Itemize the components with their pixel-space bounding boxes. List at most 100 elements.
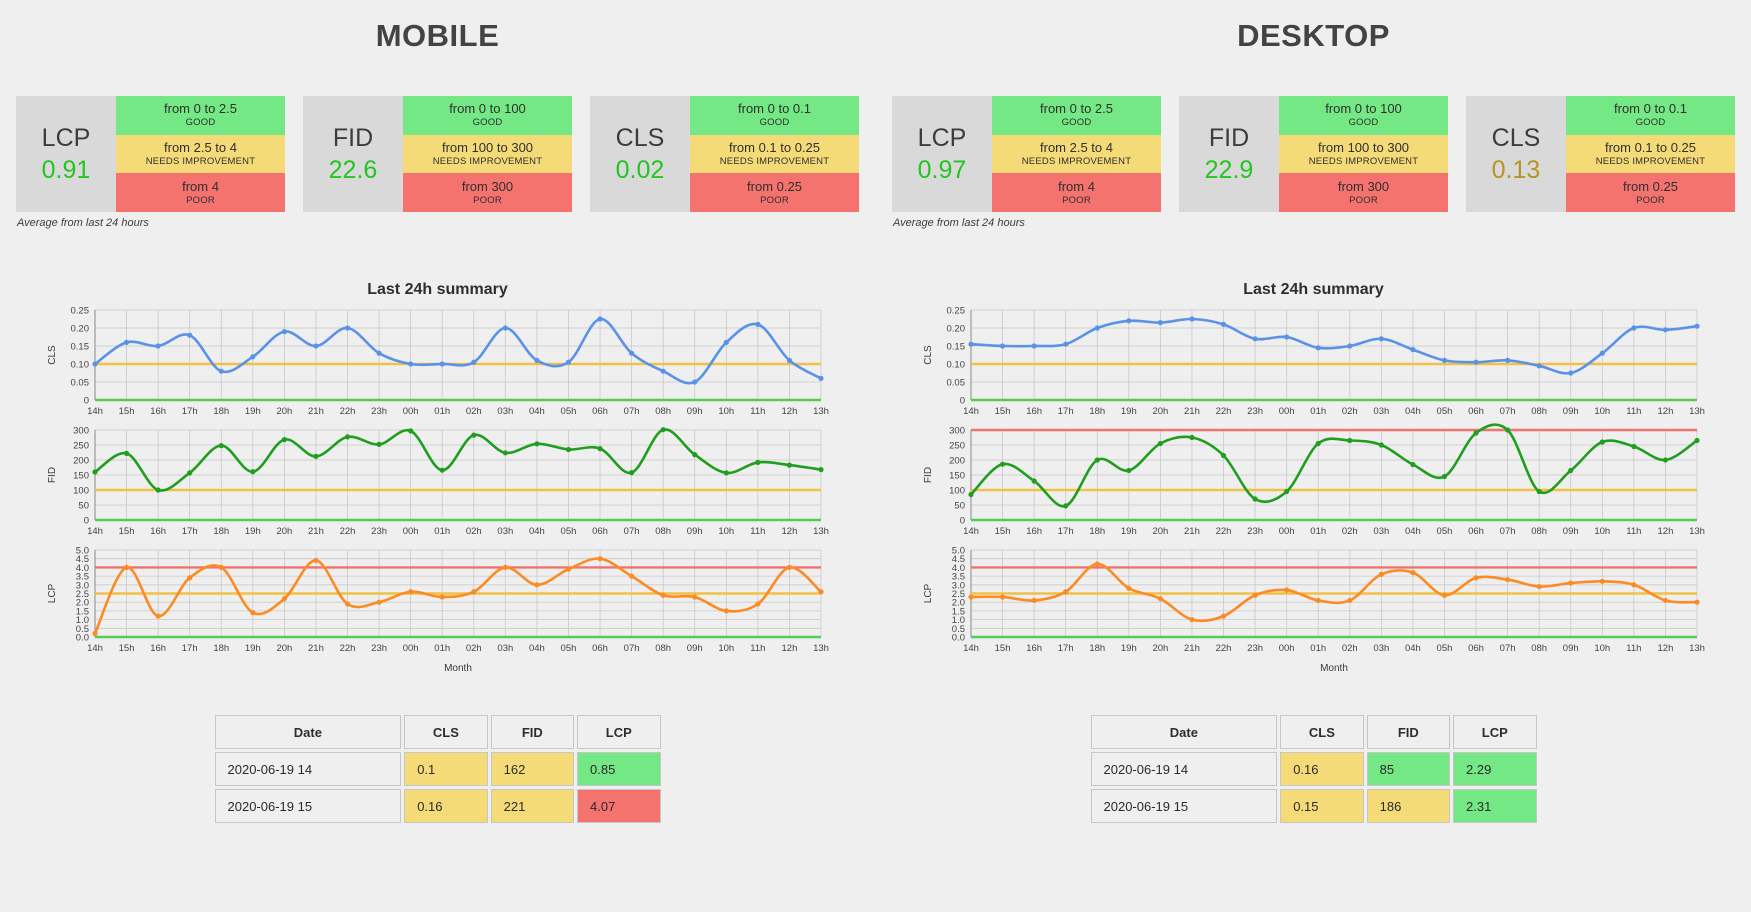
svg-text:04h: 04h [528,643,544,654]
threshold-band-ni: from 2.5 to 4 NEEDS IMPROVEMENT [116,134,285,174]
threshold-band-ni: from 0.1 to 0.25 NEEDS IMPROVEMENT [1566,134,1735,174]
table-header-cls[interactable]: CLS [404,715,488,749]
svg-text:4.5: 4.5 [75,554,88,565]
chart-block-mobile: Last 24h summary 0 0.05 0.10 0.15 0.20 0.25 CLS… [0,278,875,698]
svg-text:09h: 09h [686,406,702,417]
svg-text:16h: 16h [1026,406,1042,417]
threshold-label: NEEDS IMPROVEMENT [1308,156,1419,167]
svg-text:23h: 23h [371,643,387,654]
threshold-band-ni: from 100 to 300 NEEDS IMPROVEMENT [1279,134,1448,174]
metric-thresholds: from 0 to 100 GOOD from 100 to 300 NEEDS IM… [403,96,572,213]
svg-text:13h: 13h [1689,526,1705,537]
svg-text:150: 150 [949,471,965,482]
svg-text:23h: 23h [371,526,387,537]
metric-value: 0.02 [615,156,665,184]
table-header-row: Date CLS FID LCP [1090,715,1537,749]
metric-thresholds: from 0 to 0.1 GOOD from 0.1 to 0.25 NEEDS I… [1566,96,1735,213]
svg-text:10h: 10h [718,406,734,417]
svg-text:1.0: 1.0 [75,615,88,626]
metric-card-cls[interactable]: CLS 0.13 from 0 to 0.1 GOOD from 0.1 to 0.25… [1466,96,1735,213]
svg-text:06h: 06h [592,643,608,654]
svg-text:21h: 21h [1184,526,1200,537]
svg-text:Month: Month [1320,663,1348,674]
svg-text:Month: Month [444,663,472,674]
metric-card-cls[interactable]: CLS 0.02 from 0 to 0.1 GOOD from 0.1 to 0.25… [590,96,859,213]
metric-card-lcp[interactable]: LCP 0.91 from 0 to 2.5 GOOD from 2.5 to 4 NEE… [16,96,285,213]
svg-text:10h: 10h [1594,643,1610,654]
cell-lcp: 2.29 [1453,752,1537,786]
threshold-band-good: from 0 to 0.1 GOOD [690,96,859,135]
threshold-label: GOOD [185,117,216,129]
svg-text:04h: 04h [528,406,544,417]
threshold-label: NEEDS IMPROVEMENT [1595,156,1706,167]
chart-block-desktop: Last 24h summary 0 0.05 0.10 0.15 0.20 0.25 CLS… [876,278,1751,698]
svg-text:22h: 22h [1215,643,1231,654]
svg-text:10h: 10h [718,643,734,654]
table-header-fid[interactable]: FID [1366,715,1451,749]
svg-text:5.0: 5.0 [75,546,88,557]
svg-text:06h: 06h [1468,526,1484,537]
svg-text:21h: 21h [308,643,324,654]
svg-text:21h: 21h [1184,406,1200,417]
metric-name: LCP [41,124,91,152]
threshold-label: GOOD [472,117,503,129]
threshold-range: from 0 to 100 [449,101,526,117]
svg-text:0.10: 0.10 [70,360,89,371]
svg-text:300: 300 [949,426,965,437]
threshold-range: from 0.1 to 0.25 [728,140,821,155]
threshold-range: from 100 to 300 [1317,140,1410,155]
threshold-range: from 0 to 2.5 [164,101,237,117]
chart-title: Last 24h summary [1243,281,1384,298]
svg-text:23h: 23h [1247,406,1263,417]
svg-text:02h: 02h [1341,643,1357,654]
table-row[interactable]: 2020-06-19 15 0.15 186 2.31 [1090,789,1537,823]
svg-text:50: 50 [78,501,89,512]
svg-text:13h: 13h [813,643,829,654]
metric-card-fid[interactable]: FID 22.6 from 0 to 100 GOOD from 100 to 300 N… [303,96,572,213]
svg-text:0: 0 [959,516,964,527]
svg-text:19h: 19h [244,526,260,537]
svg-text:00h: 00h [402,406,418,417]
panel-title-mobile: MOBILE [375,18,500,53]
threshold-label: GOOD [1635,117,1666,129]
svg-text:05h: 05h [1436,406,1452,417]
chart-desktop-lcp: 0.00.51.01.52.02.53.03.54.04.55.0 LCP 14h 1… [923,546,1705,675]
svg-text:100: 100 [949,486,965,497]
svg-text:21h: 21h [308,526,324,537]
table-header-lcp[interactable]: LCP [1453,715,1537,749]
cell-lcp: 2.31 [1453,789,1537,823]
metric-card-summary: LCP 0.97 [892,96,992,212]
svg-text:5.0: 5.0 [951,546,964,557]
metric-name: FID [1208,124,1250,152]
svg-text:23h: 23h [371,406,387,417]
metric-card-lcp[interactable]: LCP 0.97 from 0 to 2.5 GOOD from 2.5 to 4 NEE… [892,96,1161,213]
table-header-fid[interactable]: FID [490,715,575,749]
cell-date: 2020-06-19 14 [214,752,402,786]
table-row[interactable]: 2020-06-19 14 0.1 162 0.85 [214,752,661,786]
metric-name: LCP [917,124,967,152]
svg-text:03h: 03h [1373,406,1389,417]
metrics-table: Date CLS FID LCP 2020-06-19 14 0.16 85 2.29 2020… [1088,712,1540,826]
svg-text:05h: 05h [560,406,576,417]
svg-text:0.0: 0.0 [951,633,964,644]
svg-text:11h: 11h [750,526,765,537]
svg-text:23h: 23h [1247,643,1263,654]
table-header-cls[interactable]: CLS [1280,715,1364,749]
svg-text:02h: 02h [1341,406,1357,417]
threshold-label: NEEDS IMPROVEMENT [1021,156,1132,167]
table-header-lcp[interactable]: LCP [577,715,661,749]
threshold-range: from 2.5 to 4 [1040,140,1113,155]
svg-text:300: 300 [73,426,89,437]
table-row[interactable]: 2020-06-19 15 0.16 221 4.07 [214,789,661,823]
metric-card-fid[interactable]: FID 22.9 from 0 to 100 GOOD from 100 to 300 N… [1179,96,1448,213]
svg-text:0: 0 [83,516,88,527]
svg-text:19h: 19h [1120,526,1136,537]
threshold-range: from 0 to 2.5 [1040,101,1113,117]
metrics-table-wrap: Date CLS FID LCP 2020-06-19 14 0.16 85 2.29 2020… [876,712,1751,826]
svg-text:200: 200 [73,456,89,467]
svg-text:01h: 01h [434,406,450,417]
table-header-date[interactable]: Date [214,715,402,749]
table-header-date[interactable]: Date [1090,715,1278,749]
table-row[interactable]: 2020-06-19 14 0.16 85 2.29 [1090,752,1537,786]
